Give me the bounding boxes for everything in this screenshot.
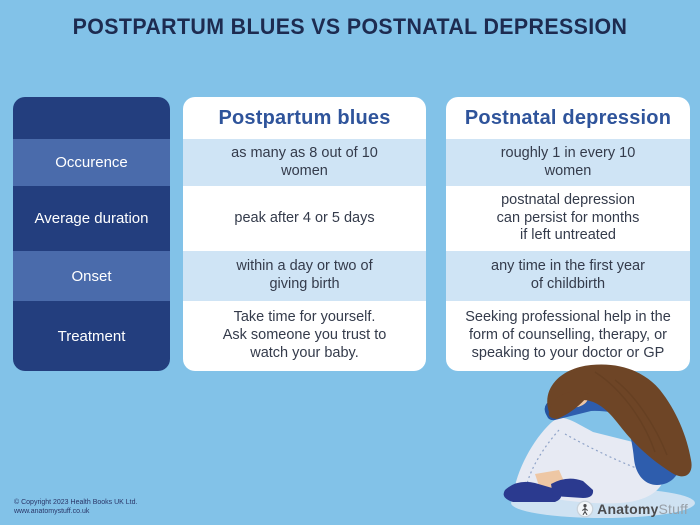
column-header-postpartum-blues: Postpartum blues [218, 106, 391, 129]
cell-depression-occurence: roughly 1 in every 10 women [446, 139, 690, 186]
page-title: POSTPARTUM BLUES VS POSTNATAL DEPRESSION [72, 14, 628, 39]
logo-text-anatomy: Anatomy [597, 501, 659, 517]
copyright-line2: www.anatomystuff.co.uk [14, 508, 90, 516]
row-label-average-duration: Average duration [34, 210, 149, 227]
cell-depression-onset: any time in the first year of childbirth [446, 251, 690, 301]
postnatal-depression-column: Postnatal depression roughly 1 in every … [446, 97, 690, 371]
postpartum-blues-column: Postpartum blues as many as 8 out of 10 … [183, 97, 426, 371]
cell-blues-treatment: Take time for yourself. Ask someone you … [222, 309, 387, 361]
cell-blues-duration: peak after 4 or 5 days [234, 209, 375, 226]
row-label-treatment: Treatment [57, 327, 126, 345]
row-label-onset: Onset [13, 251, 170, 301]
cell-blues-occurence: as many as 8 out of 10 women [183, 139, 426, 186]
cell-depression-treatment: Seeking professional help in the form of… [465, 309, 671, 361]
logo-text-stuff: Stuff [658, 501, 688, 517]
cell-depression-duration: postnatal depression can persist for mon… [496, 191, 640, 244]
copyright-line1: © Copyright 2023 Health Books UK Ltd. [14, 499, 138, 506]
copyright-notice: © Copyright 2023 Health Books UK Ltd. ww… [14, 498, 137, 517]
anatomy-figure-icon [576, 500, 594, 518]
logo-wordmark: AnatomyStuff [597, 501, 688, 517]
column-header-postnatal-depression: Postnatal depression [464, 106, 672, 129]
cell-blues-onset: within a day or two of giving birth [183, 251, 426, 301]
label-header-spacer [13, 97, 170, 139]
sad-woman-illustration [503, 364, 695, 518]
row-labels-panel: Occurence Average duration Onset Treatme… [13, 97, 170, 371]
anatomystuff-logo: AnatomyStuff [576, 500, 688, 518]
row-label-occurence: Occurence [13, 139, 170, 186]
